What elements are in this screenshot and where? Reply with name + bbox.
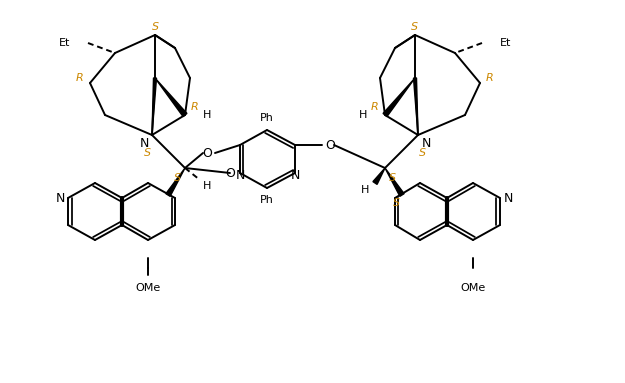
Text: OMe: OMe <box>136 283 161 293</box>
Text: N: N <box>56 192 65 205</box>
Text: S: S <box>144 148 151 158</box>
Text: S: S <box>419 148 426 158</box>
Polygon shape <box>155 78 187 116</box>
Polygon shape <box>166 168 185 196</box>
Text: O: O <box>202 147 212 159</box>
Text: S: S <box>411 22 419 32</box>
Text: S: S <box>151 22 159 32</box>
Text: R: R <box>486 73 494 83</box>
Text: R: R <box>191 102 199 112</box>
Text: O: O <box>325 139 335 152</box>
Text: H: H <box>361 185 369 195</box>
Text: Ph: Ph <box>260 113 274 123</box>
Text: Et: Et <box>500 38 511 48</box>
Text: H: H <box>202 181 211 191</box>
Text: O: O <box>225 167 235 180</box>
Text: Et: Et <box>59 38 70 48</box>
Polygon shape <box>383 78 415 116</box>
Polygon shape <box>385 168 404 196</box>
Text: H: H <box>359 110 367 120</box>
Text: S: S <box>174 173 181 183</box>
Text: Ph: Ph <box>260 195 274 205</box>
Text: S: S <box>394 198 401 208</box>
Text: S: S <box>389 173 396 183</box>
Polygon shape <box>152 78 156 135</box>
Text: N: N <box>139 136 149 149</box>
Text: N: N <box>503 192 512 205</box>
Text: N: N <box>421 136 431 149</box>
Text: R: R <box>76 73 84 83</box>
Text: R: R <box>371 102 379 112</box>
Text: H: H <box>202 110 211 120</box>
Text: N: N <box>235 169 244 182</box>
Polygon shape <box>414 78 418 135</box>
Text: OMe: OMe <box>461 283 486 293</box>
Text: N: N <box>290 169 299 182</box>
Polygon shape <box>373 168 385 184</box>
